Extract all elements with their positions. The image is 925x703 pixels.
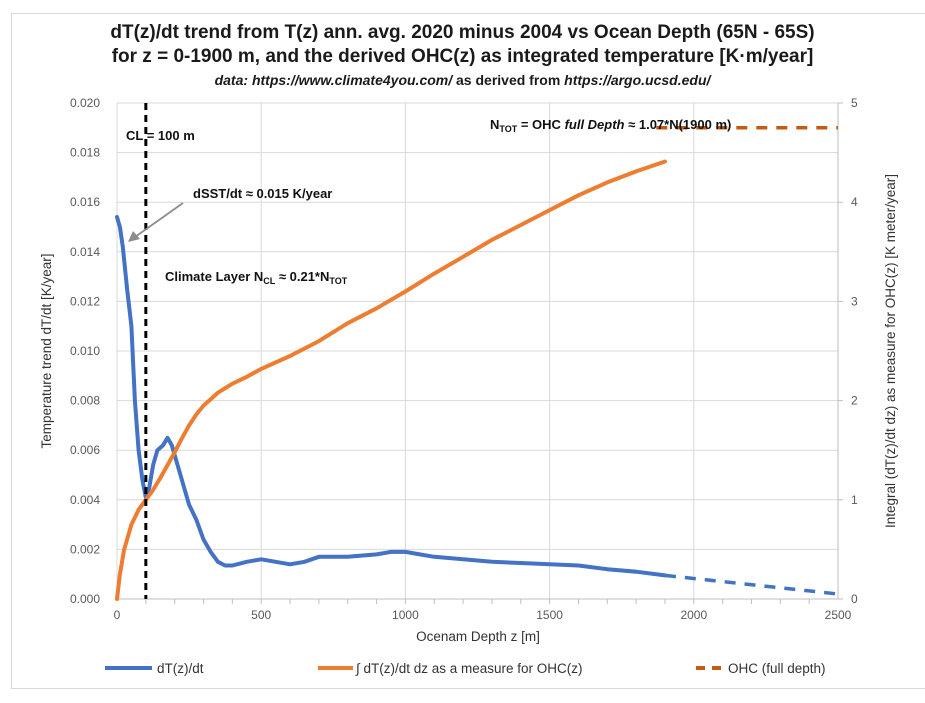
x-tick-label: 500 [251,608,271,622]
y2-tick-label: 0 [851,592,858,606]
ntot-mid: = OHC [517,117,564,132]
y-tick-label: 0.006 [70,443,100,457]
y-tick-label: 0.008 [70,394,100,408]
legend-label-ohc-full-depth: OHC (full depth) [728,661,826,676]
legend-item-dtdt[interactable]: dT(z)/dt [105,661,204,676]
gridlines [117,102,839,599]
x-axis-label: Ocenam Depth z [m] [416,629,540,644]
annotation-arrow-line [134,202,184,238]
y2-axis-label: Integral (dT(z)/dt dz) as measure for OH… [883,174,898,528]
y-tick-label: 0.020 [70,96,100,110]
x-tick-label: 1000 [392,608,419,622]
annotation-dsst: dSST/dt ≈ 0.015 K/year [193,186,332,201]
legend-item-ohc-full-depth[interactable]: OHC (full depth) [696,661,826,676]
subtitle-prefix: data: [214,72,252,88]
climate-layer-prefix: Climate Layer N [165,269,263,284]
y-tick-label: 0.004 [70,493,100,507]
y2-tick-label: 5 [851,96,858,110]
y2-tick-label: 3 [851,294,858,308]
series-line-dt-z-dt-dz-as-a-measure-for-ohc-z [115,159,667,601]
legend-label-ohc-integral: ∫ dT(z)/dt dz as a measure for OHC(z) [355,661,583,676]
y2-tick-label: 2 [851,394,858,408]
x-tick-label: 2000 [680,608,707,622]
y2-tick-label: 4 [851,195,858,209]
ntot-italic: full Depth [565,117,625,132]
chart-title-line-1: dT(z)/dt trend from T(z) ann. avg. 2020 … [110,22,815,43]
subtitle-link-argo: https://argo.ucsd.edu/ [564,72,711,88]
series-line-dt-z-dt-extrapolation [664,573,839,596]
annotation-climate-layer: Climate Layer NCL ≈ 0.21*NTOT [165,269,348,286]
y-tick-label: 0.018 [70,146,100,160]
ntot-suffix: ≈ 1.07*N(1900 m) [625,117,732,132]
axes [116,102,843,604]
legend-label-dtdt: dT(z)/dt [157,661,204,676]
legend: dT(z)/dt ∫ dT(z)/dt dz as a measure for … [105,661,826,676]
subtitle-link-climate4you: https://www.climate4you.com/ [251,72,453,88]
climate-layer-sub: CL [263,276,275,286]
y-tick-label: 0.012 [70,294,100,308]
climate-layer-sub2: TOT [329,276,347,286]
subtitle-middle: as derived from [452,72,565,88]
x-tick-label: 1500 [536,608,563,622]
chart-subtitle: data: https://www.climate4you.com/ as de… [0,72,925,88]
tick-labels: 0.000 0.002 0.004 0.006 0.008 0.010 0.012 0.014… [70,96,858,622]
climate-layer-mid: ≈ 0.21*N [275,269,329,284]
annotation-ntot: NTOT = OHC full Depth ≈ 1.07*N(1900 m) [490,117,731,134]
series-line-dt-z-dt [115,215,667,578]
y-tick-label: 0.014 [70,245,100,259]
y-tick-label: 0.000 [70,592,100,606]
x-tick-label: 2500 [825,608,852,622]
annotation-cl: CL = 100 m [126,128,195,143]
series-group [115,103,839,601]
legend-item-ohc-integral[interactable]: ∫ dT(z)/dt dz as a measure for OHC(z) [318,661,583,676]
ntot-sub: TOT [499,124,517,134]
chart-title-line-2: for z = 0-1900 m, and the derived OHC(z)… [111,46,814,67]
y-axis-label: Temperature trend dT/dt [K/year] [39,253,54,448]
y-tick-label: 0.010 [70,344,100,358]
ntot-prefix: N [490,117,499,132]
y-tick-label: 0.016 [70,195,100,209]
annotation-arrow-head [128,231,140,242]
y2-tick-label: 1 [851,493,858,507]
y-tick-label: 0.002 [70,542,100,556]
x-tick-label: 0 [114,608,121,622]
